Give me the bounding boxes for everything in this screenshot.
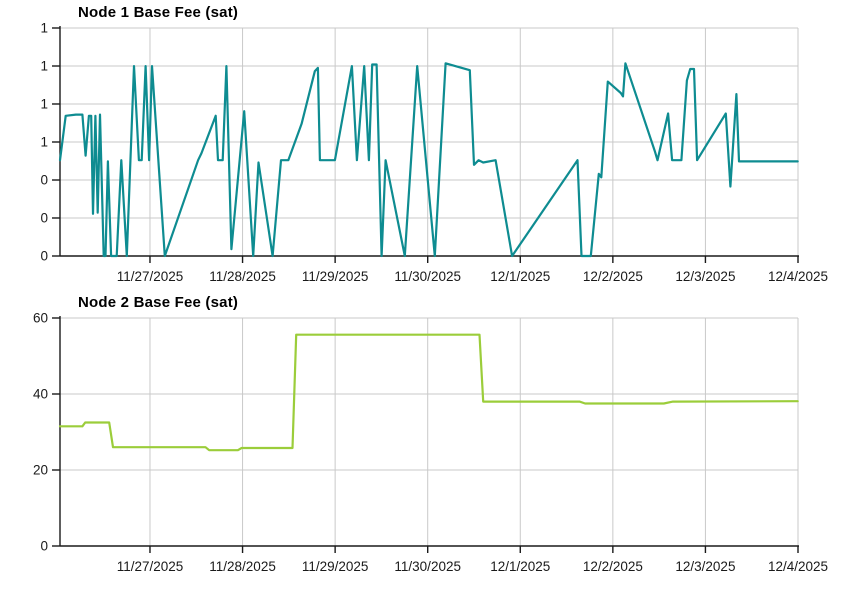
chart-title-node2: Node 2 Base Fee (sat) (78, 294, 239, 311)
x-tick-label: 11/28/2025 (209, 559, 276, 574)
y-tick-label: 0 (40, 210, 48, 225)
x-tick-label: 11/30/2025 (394, 559, 461, 574)
x-tick-label: 11/30/2025 (394, 269, 461, 284)
x-tick-label: 11/27/2025 (117, 269, 184, 284)
y-tick-label: 1 (40, 21, 48, 36)
y-tick-label: 40 (33, 387, 48, 402)
node2-plot-area: 0 20 40 60 11/27/2025 11/28/2025 11/29/2025 11/… (33, 311, 828, 575)
x-tick-label: 11/27/2025 (117, 559, 184, 574)
series-line (58, 333, 799, 452)
y-tick-label: 1 (40, 96, 48, 111)
x-tick-label: 12/1/2025 (490, 559, 550, 574)
y-tick-label: 0 (40, 249, 48, 264)
y-tick-label: 0 (40, 173, 48, 188)
chart-node2-base-fee: Node 2 Base Fee (sat) 0 20 40 60 11/27/2025 1… (0, 290, 860, 600)
x-tick-label: 11/28/2025 (209, 269, 276, 284)
y-tick-label: 60 (33, 311, 48, 326)
x-tick-label: 12/3/2025 (675, 269, 735, 284)
x-tick-label: 11/29/2025 (302, 559, 369, 574)
y-tick-label: 1 (40, 135, 48, 150)
x-tick-label: 12/2/2025 (583, 269, 643, 284)
chart-node1-base-fee: Node 1 Base Fee (sat) 0 0 0 1 1 1 1 11/27/2025 1… (0, 0, 860, 290)
x-tick-label: 12/1/2025 (490, 269, 550, 284)
y-tick-label: 1 (40, 59, 48, 74)
x-tick-label: 12/4/2025 (768, 269, 828, 284)
x-tick-label: 11/29/2025 (302, 269, 369, 284)
chart-title-node1: Node 1 Base Fee (sat) (78, 4, 239, 21)
x-tick-label: 12/3/2025 (675, 559, 735, 574)
x-tick-label: 12/4/2025 (768, 559, 828, 574)
series-line (58, 62, 799, 258)
y-tick-label: 20 (33, 463, 48, 478)
y-tick-label: 0 (40, 539, 48, 554)
node1-plot-area: 0 0 0 1 1 1 1 11/27/2025 11/28/2025 11/29/2025 11/… (40, 21, 828, 285)
x-tick-label: 12/2/2025 (583, 559, 643, 574)
